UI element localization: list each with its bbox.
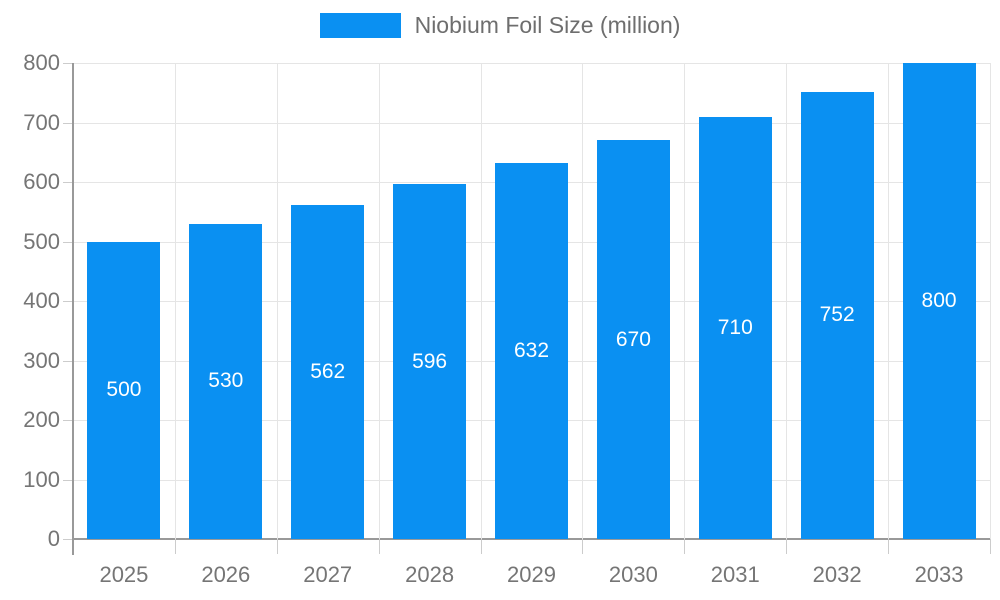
v-gridline	[480, 63, 482, 539]
bar-2029	[495, 162, 568, 539]
y-tick-mark	[63, 122, 73, 124]
v-gridline	[684, 63, 686, 539]
x-axis-tick-label: 2030	[608, 562, 658, 587]
bar-2033	[902, 63, 976, 539]
x-tick-mark	[582, 539, 584, 554]
bar-2030	[596, 140, 670, 539]
y-tick-mark	[63, 241, 73, 243]
h-gridline	[73, 63, 990, 64]
x-tick-mark	[276, 539, 278, 554]
v-gridline	[174, 63, 176, 539]
x-axis-tick-label: 2033	[914, 562, 964, 587]
v-gridline	[888, 63, 890, 539]
y-tick-mark	[63, 63, 73, 64]
x-axis-tick-label: 2027	[303, 562, 353, 587]
legend-item-niobium-foil-size[interactable]: Niobium Foil Size (million)	[319, 12, 681, 39]
y-tick-mark	[63, 479, 73, 481]
bar-2032	[800, 91, 874, 539]
y-tick-mark	[63, 182, 73, 183]
x-tick-mark	[990, 539, 991, 554]
y-tick-mark	[63, 360, 73, 362]
x-axis-tick-label: 2029	[507, 562, 556, 587]
v-gridline	[990, 63, 991, 539]
bar-value-label: 500	[106, 378, 142, 402]
x-axis-tick-label: 2032	[812, 562, 862, 587]
bar-value-label: 800	[921, 289, 957, 312]
y-axis-tick-label: 600	[23, 169, 60, 194]
x-axis-tick-label: 2026	[201, 562, 251, 587]
bar-value-label: 596	[412, 349, 448, 373]
x-tick-mark	[480, 539, 482, 554]
x-tick-mark	[174, 539, 176, 554]
chart-legend: Niobium Foil Size (million)	[0, 12, 1000, 39]
bar-2028	[393, 184, 467, 539]
y-axis-tick-label: 500	[23, 228, 60, 254]
h-gridline	[73, 122, 990, 124]
y-axis-line	[72, 63, 74, 555]
y-tick-mark	[63, 301, 73, 302]
x-tick-mark	[684, 539, 686, 554]
legend-label: Niobium Foil Size (million)	[414, 12, 681, 38]
bar-2026	[189, 223, 263, 539]
y-axis-tick-label: 100	[23, 466, 60, 492]
y-tick-mark	[63, 539, 73, 540]
bar-2025	[87, 241, 161, 539]
y-axis-tick-label: 0	[47, 526, 60, 551]
v-gridline	[378, 63, 380, 539]
x-tick-mark	[786, 539, 788, 554]
bar-value-label: 710	[717, 315, 753, 339]
bar-value-label: 632	[513, 338, 550, 362]
bar-2031	[698, 116, 772, 539]
bar-value-label: 670	[615, 327, 651, 351]
legend-swatch	[319, 13, 401, 38]
x-tick-mark	[888, 539, 890, 554]
bar-value-label: 530	[208, 369, 244, 393]
y-axis-tick-label: 200	[23, 407, 60, 432]
x-tick-mark	[378, 539, 380, 554]
v-gridline	[276, 63, 278, 539]
v-gridline	[786, 63, 788, 539]
v-gridline	[582, 63, 584, 539]
y-axis-tick-label: 800	[23, 50, 60, 75]
bar-value-label: 752	[819, 303, 855, 327]
x-axis-tick-label: 2025	[99, 562, 149, 587]
bar-value-label: 562	[310, 359, 346, 383]
y-axis-tick-label: 700	[23, 109, 60, 135]
bar-2027	[291, 204, 365, 539]
y-axis-tick-label: 400	[23, 288, 60, 313]
y-axis-tick-label: 300	[23, 347, 60, 373]
y-tick-mark	[63, 420, 73, 421]
x-axis-tick-label: 2028	[405, 562, 455, 587]
x-axis-tick-label: 2031	[710, 562, 760, 587]
x-axis-line	[73, 538, 990, 540]
